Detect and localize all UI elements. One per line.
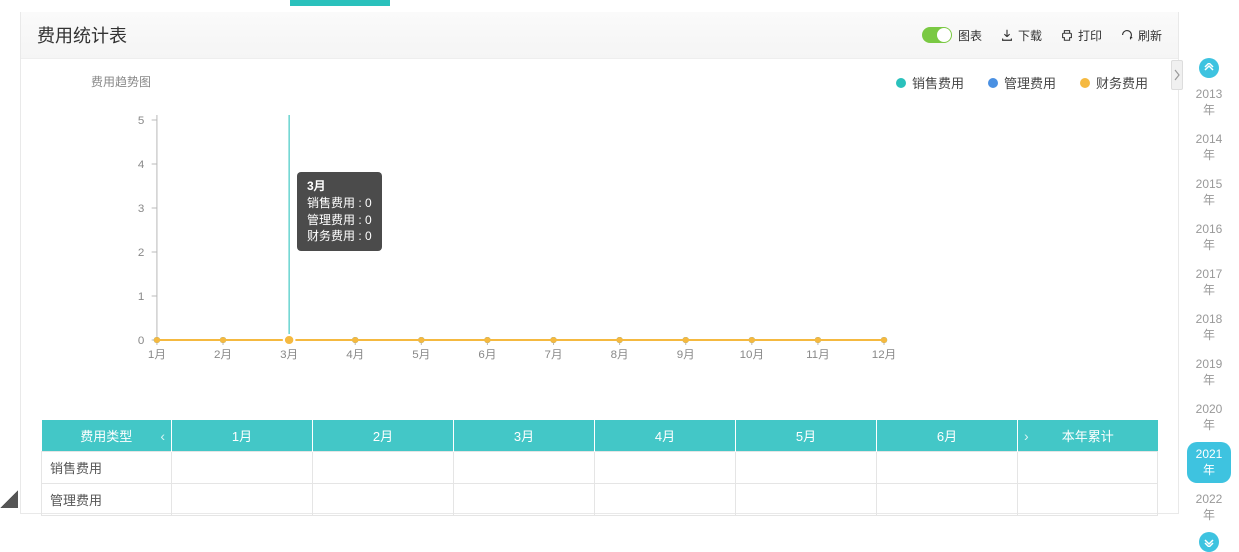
chart-legend: 销售费用 管理费用 财务费用 [896, 73, 1148, 92]
year-item[interactable]: 2020年 [1187, 397, 1231, 438]
year-item[interactable]: 2022年 [1187, 487, 1231, 528]
year-item[interactable]: 2017年 [1187, 262, 1231, 303]
cell-value [454, 484, 595, 516]
legend-label: 财务费用 [1096, 73, 1148, 92]
refresh-icon [1120, 28, 1134, 42]
toggle-track [922, 27, 952, 43]
print-button[interactable]: 打印 [1060, 27, 1102, 44]
col-total: ›本年累计 [1018, 420, 1158, 452]
chevron-down-icon [1204, 537, 1214, 547]
legend-item[interactable]: 财务费用 [1080, 73, 1148, 92]
expense-table: 费用类型‹1月2月3月4月5月6月›本年累计销售费用管理费用 [41, 420, 1158, 516]
legend-label: 管理费用 [1004, 73, 1056, 92]
svg-text:3月: 3月 [280, 349, 298, 361]
refresh-button[interactable]: 刷新 [1120, 27, 1162, 44]
svg-text:11月: 11月 [806, 349, 830, 361]
table-next-button[interactable]: › [1024, 428, 1029, 444]
year-item[interactable]: 2018年 [1187, 307, 1231, 348]
toggle-label: 图表 [958, 27, 982, 44]
cell-value [595, 484, 736, 516]
panel-body: 费用趋势图 销售费用管理费用财务费用 0123451月2月3月4月5月6月7月8… [21, 59, 1178, 516]
cell-value [877, 452, 1018, 484]
svg-text:4: 4 [138, 159, 144, 171]
download-icon [1000, 28, 1014, 42]
chevron-up-icon [1204, 63, 1214, 73]
line-chart[interactable]: 0 1 2 3 4 5 1月 2月 3月 4月 5月 6月 7月 8月 9月 10月 11月 12月 [41, 110, 1158, 370]
table-row: 管理费用 [42, 484, 1158, 516]
cell-value [172, 452, 313, 484]
print-icon [1060, 28, 1074, 42]
year-scroll-up-button[interactable] [1199, 58, 1219, 78]
main-panel: 费用统计表 图表 下载 打印 刷新 费用趋势图 销售费用管理 [20, 12, 1179, 514]
col-month: 6月 [877, 420, 1018, 452]
svg-text:2月: 2月 [214, 349, 232, 361]
svg-text:8月: 8月 [611, 349, 629, 361]
svg-text:5: 5 [138, 115, 144, 127]
cell-value [736, 484, 877, 516]
svg-text:7月: 7月 [545, 349, 563, 361]
legend-dot-icon [896, 78, 906, 88]
col-month: 2月 [313, 420, 454, 452]
svg-text:2: 2 [138, 247, 144, 259]
cell-type: 管理费用 [42, 484, 172, 516]
svg-text:5月: 5月 [412, 349, 430, 361]
table-section: 费用类型‹1月2月3月4月5月6月›本年累计销售费用管理费用 [41, 420, 1158, 516]
legend-label: 销售费用 [912, 73, 964, 92]
legend-dot-icon [1080, 78, 1090, 88]
svg-text:6月: 6月 [478, 349, 496, 361]
cell-value [736, 452, 877, 484]
col-month: 5月 [736, 420, 877, 452]
col-month: 3月 [454, 420, 595, 452]
top-active-tab-indicator [290, 0, 390, 6]
col-month: 4月 [595, 420, 736, 452]
svg-text:12月: 12月 [872, 349, 896, 361]
year-item[interactable]: 2016年 [1187, 217, 1231, 258]
svg-text:0: 0 [138, 335, 144, 347]
svg-text:9月: 9月 [677, 349, 695, 361]
cell-value [313, 484, 454, 516]
print-label: 打印 [1078, 27, 1102, 44]
svg-text:1月: 1月 [148, 349, 166, 361]
panel-header: 费用统计表 图表 下载 打印 刷新 [21, 12, 1178, 59]
cell-value [877, 484, 1018, 516]
cell-total [1018, 484, 1158, 516]
cell-type: 销售费用 [42, 452, 172, 484]
header-actions: 图表 下载 打印 刷新 [922, 27, 1162, 44]
svg-text:10月: 10月 [740, 349, 764, 361]
cell-value [595, 452, 736, 484]
toggle-thumb [937, 28, 951, 42]
legend-item[interactable]: 销售费用 [896, 73, 964, 92]
page-title: 费用统计表 [37, 22, 127, 48]
table-row: 销售费用 [42, 452, 1158, 484]
col-type: 费用类型‹ [42, 420, 172, 452]
collapse-handle[interactable] [1171, 60, 1183, 90]
cell-total [1018, 452, 1158, 484]
table-prev-button[interactable]: ‹ [160, 428, 165, 444]
year-item[interactable]: 2013年 [1187, 82, 1231, 123]
legend-item[interactable]: 管理费用 [988, 73, 1056, 92]
year-item[interactable]: 2021年 [1187, 442, 1231, 483]
svg-text:4月: 4月 [346, 349, 364, 361]
chart-toggle[interactable]: 图表 [922, 27, 982, 44]
download-button[interactable]: 下载 [1000, 27, 1042, 44]
chart-area: 0123451月2月3月4月5月6月7月8月9月10月11月12月 3月销售费用… [41, 110, 1158, 370]
cell-value [172, 484, 313, 516]
year-rail: 2013年2014年2015年2016年2017年2018年2019年2020年… [1187, 58, 1231, 552]
cell-value [313, 452, 454, 484]
refresh-label: 刷新 [1138, 27, 1162, 44]
col-month: 1月 [172, 420, 313, 452]
corner-resize-icon [0, 490, 18, 508]
chevron-right-icon [1173, 69, 1181, 81]
svg-text:3: 3 [138, 203, 144, 215]
year-scroll-down-button[interactable] [1199, 532, 1219, 552]
cell-value [454, 452, 595, 484]
download-label: 下载 [1018, 27, 1042, 44]
year-item[interactable]: 2019年 [1187, 352, 1231, 393]
svg-text:1: 1 [138, 291, 144, 303]
year-item[interactable]: 2014年 [1187, 127, 1231, 168]
year-item[interactable]: 2015年 [1187, 172, 1231, 213]
legend-dot-icon [988, 78, 998, 88]
